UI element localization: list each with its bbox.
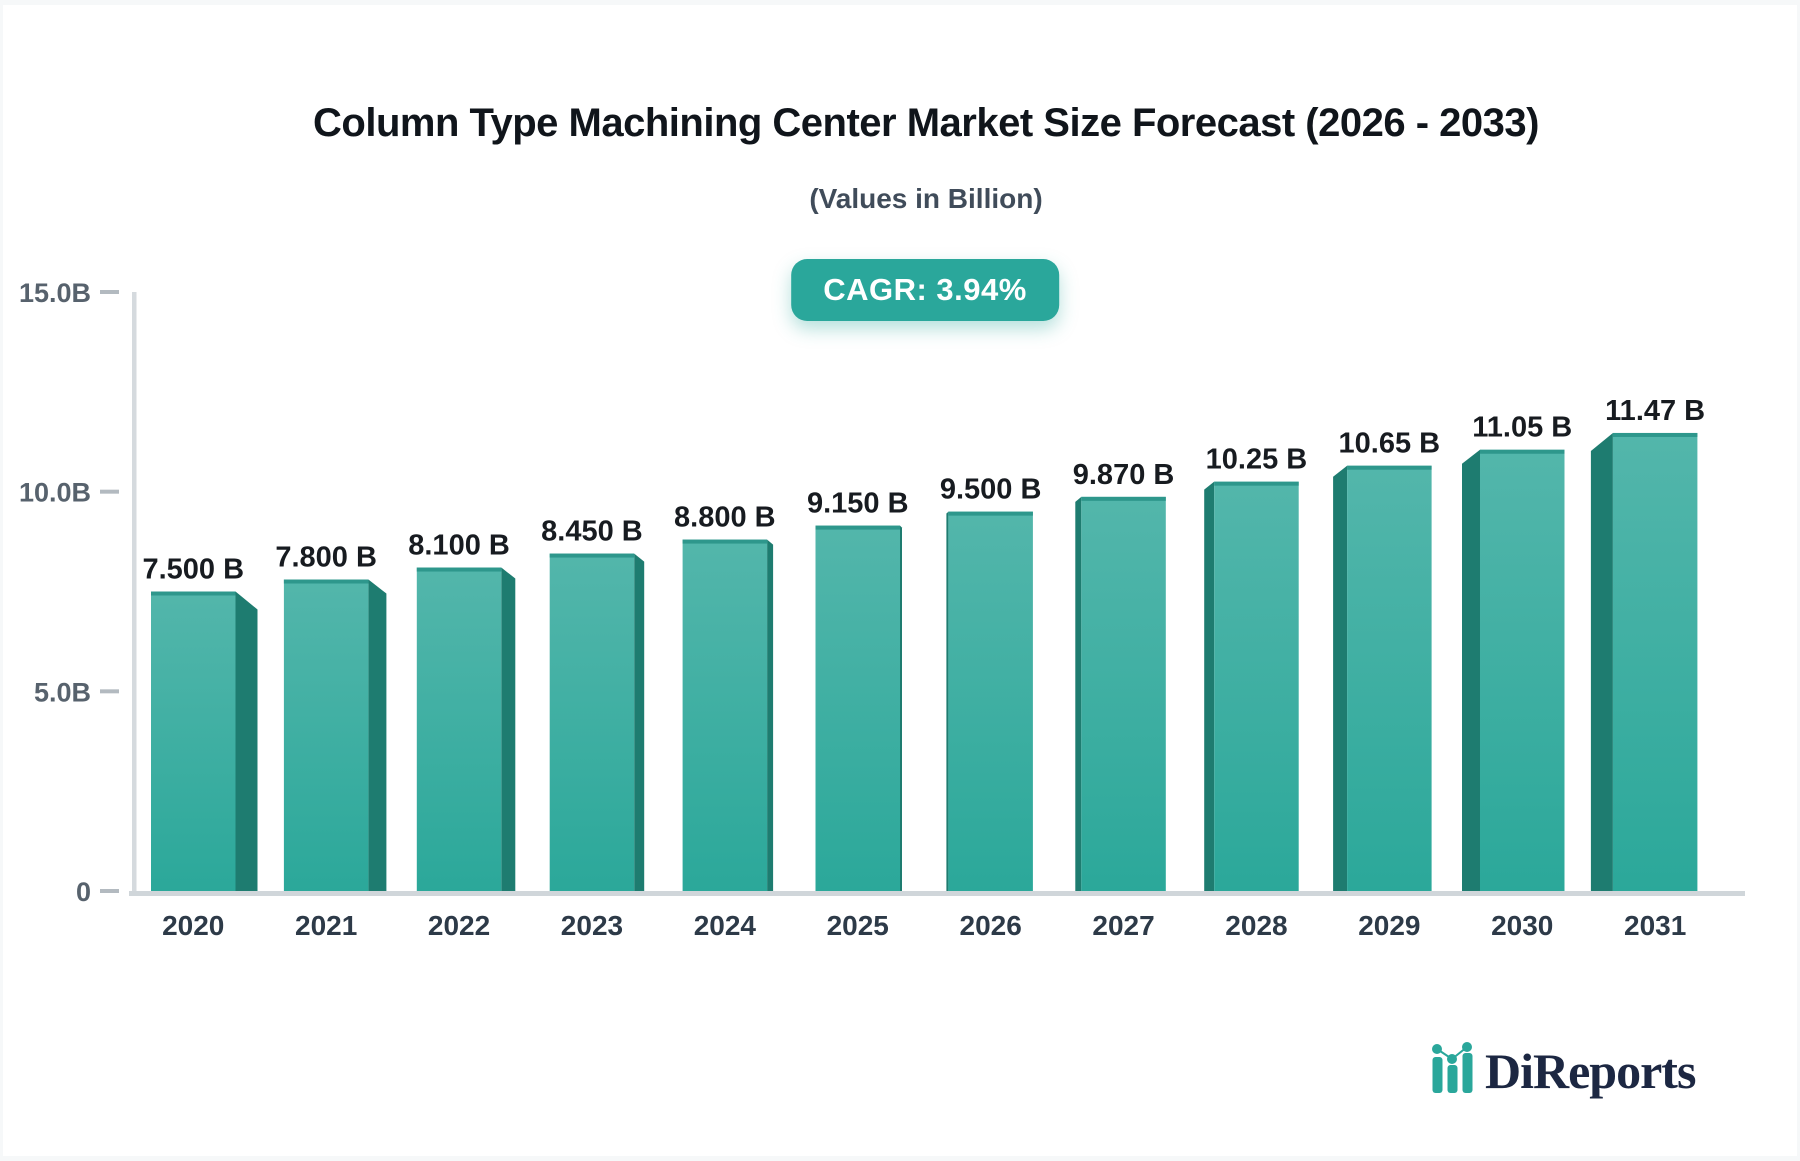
chart-title: Column Type Machining Center Market Size… [313,101,1539,145]
bar-2025 [815,525,902,891]
bar-2028 [1204,481,1299,891]
bar-side-face [634,553,645,891]
cagr-badge: CAGR: 3.94% [791,259,1059,321]
y-axis-line [132,292,137,894]
bar-front-face [1480,449,1565,891]
bar-value-label: 10.25 B [1206,444,1308,476]
bar-chart-logo-icon [1432,1042,1473,1093]
bar-2020 [151,591,258,891]
bar-front-face [283,579,369,891]
bar-top-edge [1214,481,1299,486]
bar-side-face [1462,449,1480,891]
logo-text: DiReports [1485,1043,1696,1099]
bar-top-edge [1347,465,1432,470]
bar-top-edge [416,567,502,572]
bar-top-edge [1480,449,1565,454]
bar-front-face [682,539,768,891]
bar-2031 [1590,432,1698,891]
bar-side-face [368,579,387,891]
x-axis-label: 2025 [827,910,889,941]
bar-side-face [1590,432,1613,891]
bar-side-face [767,539,774,891]
bar-value-label: 11.47 B [1605,395,1705,427]
bar-2021 [283,579,387,891]
bar-value-label: 7.800 B [275,542,377,574]
bar-value-label: 7.500 B [142,554,244,586]
bar-top-edge [948,511,1033,516]
bar-front-face [1612,432,1698,891]
bar-top-edge [549,553,635,558]
bar-side-face [501,567,516,891]
x-axis-label: 2030 [1491,910,1553,941]
x-axis-label: 2029 [1358,910,1420,941]
bar-front-face [948,511,1033,891]
y-axis-tick [100,689,119,694]
bar-front-face [1081,496,1166,891]
x-axis-label: 2027 [1092,910,1154,941]
bar-value-label: 8.800 B [674,502,776,534]
bar-side-face [235,591,258,891]
bar-2026 [946,511,1033,891]
cagr-badge-label: CAGR: 3.94% [823,272,1027,307]
bar-front-face [1347,465,1432,891]
x-axis-label: 2022 [428,910,490,941]
y-axis-tick [100,489,119,494]
bar-front-face [151,591,236,891]
bar-value-label: 8.100 B [408,530,510,562]
bar-value-label: 9.870 B [1073,459,1175,491]
bar-value-label: 10.65 B [1339,428,1441,460]
y-axis-tick [100,889,119,893]
bar-top-edge [151,591,236,596]
y-axis-tick [100,290,119,294]
bar-top-edge [1612,432,1698,437]
chart-subtitle: (Values in Billion) [809,183,1043,214]
bar-top-edge [283,579,369,584]
x-axis-baseline [129,891,1745,896]
chart-canvas: 0 5.0B 10.0B 15.0B 7.500 B 2020 7.800 B 2021 8.1… [19,278,1745,941]
y-axis-label: 15.0B [19,278,91,308]
bar-value-label: 8.450 B [541,516,643,548]
bar-side-face [1075,496,1082,891]
x-axis-label: 2024 [694,910,757,941]
bar-front-face [1214,481,1299,891]
bar-front-face [815,525,900,891]
x-axis-label: 2023 [561,910,623,941]
x-axis-label: 2028 [1225,910,1287,941]
bar-2027 [1075,496,1166,891]
x-axis-label: 2031 [1624,910,1686,941]
y-axis-label: 10.0B [19,478,91,508]
y-axis-label: 5.0B [34,677,91,707]
bar-value-label: 9.150 B [807,488,909,520]
bar-value-label: 11.05 B [1472,412,1572,444]
x-axis-label: 2020 [162,910,224,941]
bar-2029 [1333,465,1432,891]
x-axis-label: 2021 [295,910,357,941]
bar-top-edge [682,539,768,544]
bar-2030 [1462,449,1565,891]
bar-side-face [1333,465,1348,891]
bar-front-face [416,567,502,891]
bar-side-face [900,525,902,891]
x-axis-label: 2026 [960,910,1022,941]
bar-top-edge [815,525,900,530]
direports-logo: DiReports [1431,1037,1696,1099]
y-axis-label: 0 [76,877,91,907]
bar-top-edge [1081,496,1166,501]
bar-value-label: 9.500 B [940,474,1042,506]
bar-2024 [682,539,774,891]
bar-2023 [549,553,645,891]
bar-side-face [1204,481,1215,891]
bar-2022 [416,567,516,891]
bar-side-face [946,511,949,891]
bar-front-face [549,553,635,891]
chart-card: Column Type Machining Center Market Size… [3,5,1797,1156]
